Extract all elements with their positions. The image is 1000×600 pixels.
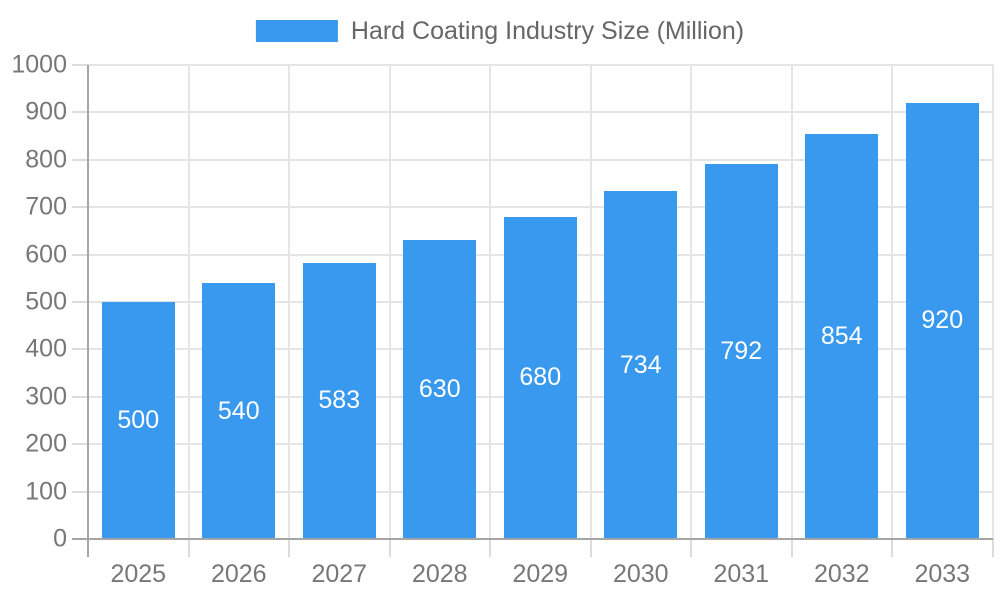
x-axis-line: [72, 538, 993, 540]
x-tick-label: 2033: [914, 560, 971, 588]
y-grid-line: [88, 158, 993, 161]
x-tick-mark: [589, 539, 592, 557]
bar-value-label: 920: [921, 306, 964, 335]
y-tick-mark: [72, 158, 88, 161]
y-tick-mark: [72, 490, 88, 493]
y-axis-line: [87, 65, 89, 557]
y-tick-mark: [72, 301, 88, 303]
bar-2029: 680: [503, 216, 577, 539]
bar-value-label: 854: [820, 322, 863, 351]
x-tick-mark: [288, 539, 290, 557]
x-tick-mark: [991, 539, 994, 557]
legend-label: Hard Coating Industry Size (Million): [350, 17, 745, 45]
y-tick-mark: [72, 64, 88, 66]
x-tick-label: 2025: [110, 560, 167, 588]
x-tick-label: 2029: [512, 560, 569, 588]
y-tick-label: 100: [25, 477, 67, 506]
x-tick-label: 2027: [311, 560, 368, 588]
y-grid-line: [88, 111, 993, 114]
y-tick-mark: [72, 206, 88, 209]
y-tick-label: 0: [53, 524, 67, 553]
y-tick-label: 200: [25, 429, 67, 458]
bar-2027: 583: [302, 262, 376, 539]
y-tick-label: 400: [25, 334, 67, 363]
y-tick-label: 900: [25, 97, 67, 126]
bar-2032: 854: [805, 134, 879, 539]
x-tick-label: 2028: [411, 560, 468, 588]
y-tick-label: 500: [25, 287, 67, 316]
x-tick-label: 2026: [210, 560, 267, 588]
bar-value-label: 792: [720, 336, 763, 365]
chart-legend: Hard Coating Industry Size (Million): [255, 17, 745, 45]
legend-swatch: [255, 20, 338, 42]
bar-value-label: 734: [619, 350, 662, 379]
y-tick-label: 300: [25, 382, 67, 411]
bar-2028: 630: [403, 240, 477, 539]
x-tick-mark: [690, 539, 692, 557]
y-tick-mark: [72, 253, 88, 256]
x-tick-label: 2030: [612, 560, 669, 588]
bar-2030: 734: [604, 191, 678, 539]
y-tick-mark: [72, 443, 88, 446]
y-tick-mark: [72, 111, 88, 114]
x-grid-line: [991, 65, 994, 539]
y-tick-label: 800: [25, 145, 67, 174]
x-grid-line: [790, 65, 793, 539]
x-tick-mark: [790, 539, 793, 557]
x-tick-mark: [187, 539, 190, 557]
x-grid-line: [288, 65, 290, 539]
y-tick-label: 1000: [11, 50, 67, 79]
x-grid-line: [489, 65, 491, 539]
y-tick-label: 600: [25, 240, 67, 269]
x-tick-label: 2031: [713, 560, 770, 588]
y-tick-label: 700: [25, 192, 67, 221]
y-tick-mark: [72, 395, 88, 398]
y-grid-line: [88, 206, 993, 209]
bar-2025: 500: [101, 302, 175, 539]
bar-value-label: 680: [519, 363, 562, 392]
x-grid-line: [589, 65, 592, 539]
bar-2026: 540: [202, 283, 276, 539]
bar-2031: 792: [704, 163, 778, 539]
bar-value-label: 540: [217, 396, 260, 425]
y-tick-mark: [72, 348, 88, 351]
x-tick-mark: [891, 539, 893, 557]
bar-2033: 920: [905, 102, 979, 539]
x-tick-label: 2032: [813, 560, 870, 588]
bar-value-label: 500: [117, 406, 160, 434]
x-tick-mark: [489, 539, 491, 557]
bar-value-label: 630: [418, 375, 461, 404]
y-grid-line: [88, 64, 993, 66]
x-tick-mark: [388, 539, 391, 557]
x-grid-line: [388, 65, 391, 539]
x-grid-line: [690, 65, 692, 539]
x-grid-line: [891, 65, 893, 539]
x-grid-line: [187, 65, 190, 539]
bar-value-label: 583: [318, 386, 361, 415]
